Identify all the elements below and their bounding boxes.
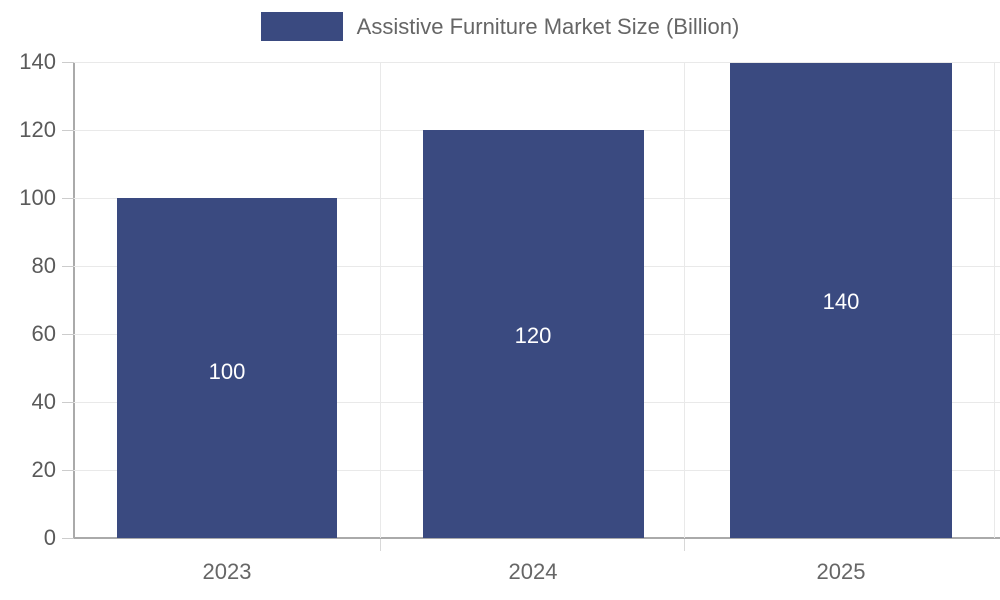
x-tick-mark-1 xyxy=(380,539,381,551)
x-tick-mark-2 xyxy=(684,539,685,551)
y-tick-mark-0 xyxy=(62,538,74,539)
bar-value-label-2025: 140 xyxy=(822,289,860,314)
y-axis-spine xyxy=(73,62,75,539)
bar-value-label-2023: 100 xyxy=(208,359,246,384)
y-tick-mark-20 xyxy=(62,470,74,471)
y-tick-label-0: 0 xyxy=(43,525,56,550)
gridline-v-1 xyxy=(380,62,381,538)
legend-item-assistive-furniture-market-size[interactable]: Assistive Furniture Market Size (Billion… xyxy=(260,12,740,41)
y-tick-label-100: 100 xyxy=(19,185,56,210)
y-tick-label-80: 80 xyxy=(31,253,56,278)
y-tick-label-20: 20 xyxy=(31,457,56,482)
plot-area: 100 120 140 xyxy=(74,62,1000,538)
bar-2025[interactable] xyxy=(730,63,952,538)
legend-color-swatch-icon xyxy=(260,12,343,41)
y-tick-label-60: 60 xyxy=(31,321,56,346)
gridline-v-3 xyxy=(994,62,995,538)
chart-legend: Assistive Furniture Market Size (Billion… xyxy=(0,12,1000,41)
x-axis-spine xyxy=(73,537,1000,539)
y-tick-label-140: 140 xyxy=(19,49,56,74)
gridline-h-140 xyxy=(74,62,1000,63)
bar-2024[interactable] xyxy=(423,130,644,538)
gridline-v-2 xyxy=(684,62,685,538)
bar-2023[interactable] xyxy=(117,198,337,538)
x-tick-label-2024: 2024 xyxy=(508,559,558,584)
x-tick-label-2023: 2023 xyxy=(202,559,252,584)
y-tick-label-120: 120 xyxy=(19,117,56,142)
y-tick-mark-60 xyxy=(62,334,74,335)
y-tick-label-40: 40 xyxy=(31,389,56,414)
x-tick-label-2025: 2025 xyxy=(816,559,866,584)
y-tick-mark-120 xyxy=(62,130,74,131)
bar-value-label-2024: 120 xyxy=(514,323,552,348)
y-tick-mark-40 xyxy=(62,402,74,403)
legend-item-label: Assistive Furniture Market Size (Billion… xyxy=(356,13,740,39)
y-tick-mark-140 xyxy=(62,62,74,63)
y-tick-mark-100 xyxy=(62,198,74,199)
y-tick-mark-80 xyxy=(62,266,74,267)
